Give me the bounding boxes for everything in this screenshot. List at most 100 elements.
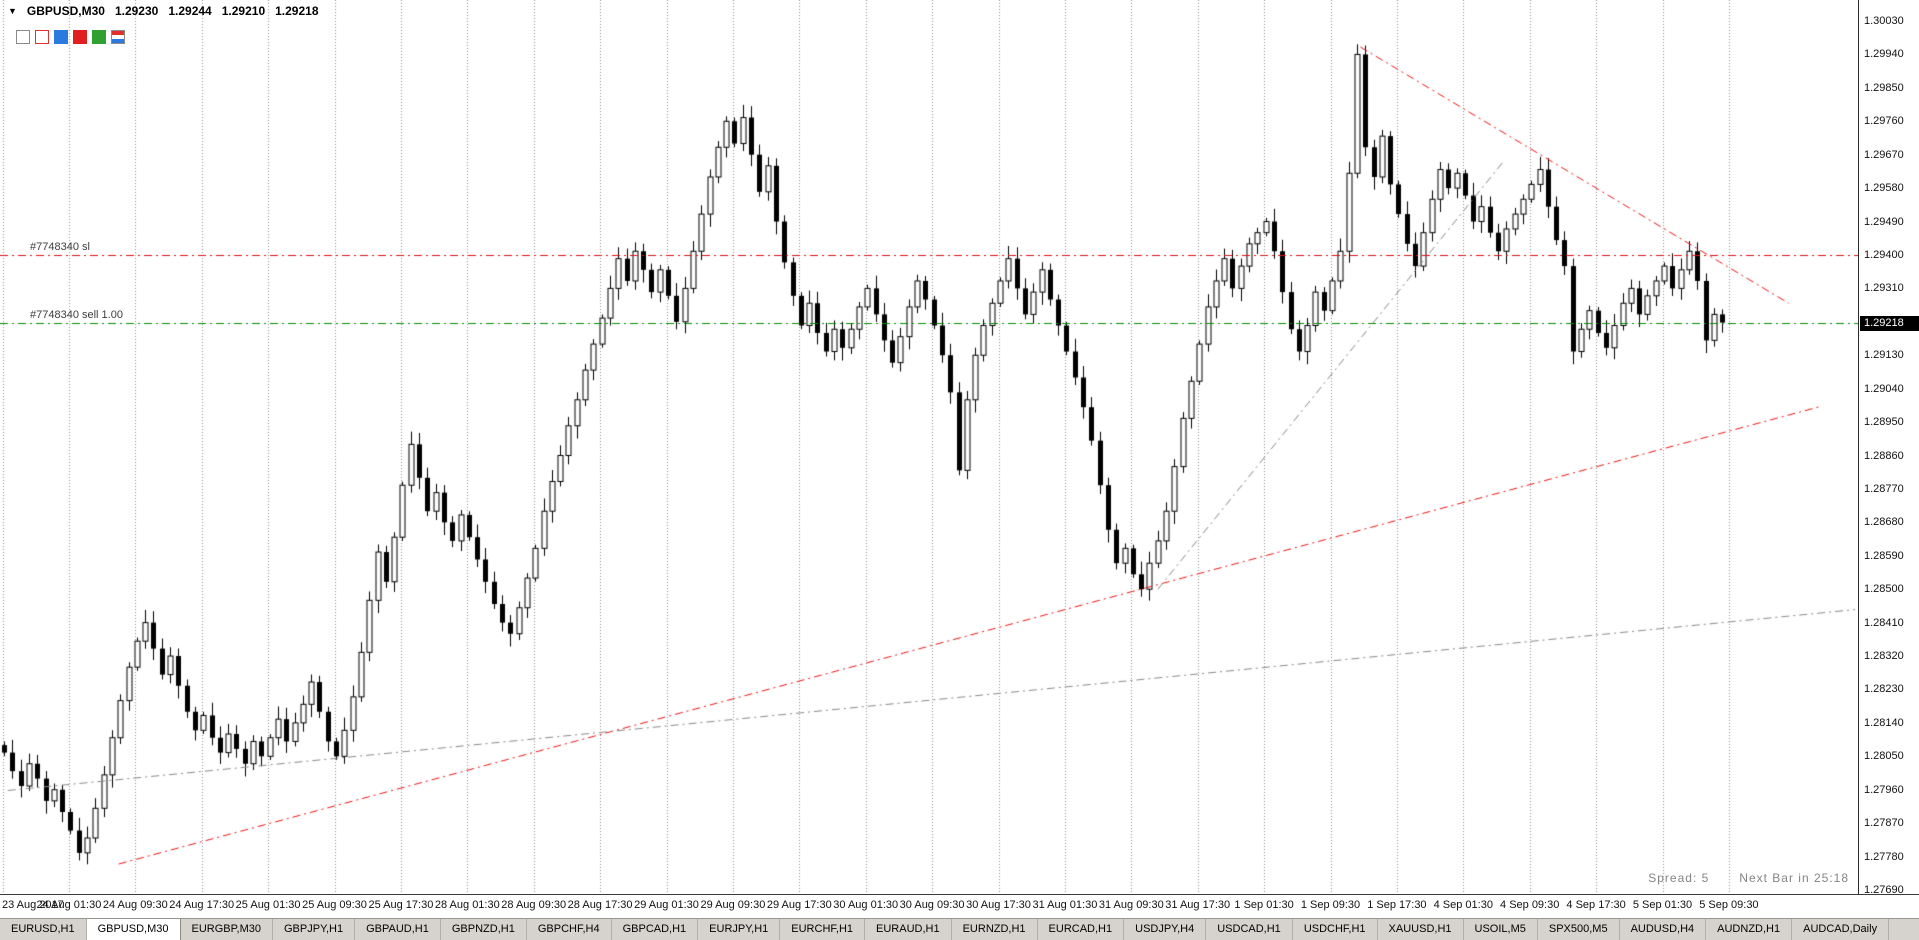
price-axis-label: 1.28860 [1864,449,1904,462]
time-axis-label: 5 Sep 01:30 [1632,899,1693,911]
swatch-white-icon[interactable] [16,30,30,44]
symbol-dropdown-icon[interactable]: ▼ [8,6,17,16]
time-axis-label: 28 Aug 09:30 [501,899,567,911]
price-axis-label: 1.30030 [1864,15,1904,27]
price-axis-label: 1.29670 [1864,148,1904,161]
time-axis-label: 31 Aug 17:30 [1165,899,1231,911]
swatch-red-icon[interactable] [73,30,87,44]
price-axis-label: 1.28590 [1864,549,1904,562]
price-axis-label: 1.29040 [1864,382,1904,395]
swatch-green-icon[interactable] [92,30,106,44]
time-axis-label: 31 Aug 09:30 [1098,899,1164,911]
price-axis-label: 1.27780 [1864,850,1904,863]
time-axis-label: 24 Aug 09:30 [102,899,168,911]
symbol-tab-gbpjpy-h1[interactable]: GBPJPY,H1 [273,919,356,940]
symbol-tab-spx500-m5[interactable]: SPX500,M5 [1537,919,1620,940]
price-axis-label: 1.29490 [1864,215,1904,228]
price-axis-label: 1.28410 [1864,616,1904,629]
price-axis-label: 1.28230 [1864,683,1904,696]
status-overlay: Spread: 5 Next Bar in 25:18 [1648,871,1849,885]
time-axis-label: 30 Aug 09:30 [899,899,965,911]
symbol-tab-gbpnzd-h1[interactable]: GBPNZD,H1 [440,919,527,940]
time-axis-label: 28 Aug 17:30 [567,899,633,911]
time-axis-label: 4 Sep 09:30 [1500,899,1560,911]
time-axis-label: 29 Aug 17:30 [766,899,832,911]
price-axis-label: 1.28320 [1864,650,1904,663]
chart-tab-bar: EURUSD,H1 GBPUSD,M30 EURGBP,M30 GBPJPY,H1 GB… [0,918,1919,940]
symbol-tab-gbpchf-h4[interactable]: GBPCHF,H4 [526,919,612,940]
price-axis-label: 1.28500 [1864,583,1904,596]
time-axis-label: 24 Aug 01:30 [36,899,102,911]
next-bar-countdown: Next Bar in 25:18 [1739,871,1849,885]
symbol-tab-eurchf-h1[interactable]: EURCHF,H1 [780,919,866,940]
symbol-tab-eurusd-h1[interactable]: EURUSD,H1 [0,919,87,940]
symbol-tab-gbpusd-m30[interactable]: GBPUSD,M30 [86,919,181,940]
symbol-tab-audnzd-h1[interactable]: AUDNZD,H1 [1706,919,1793,940]
price-axis-label: 1.29580 [1864,182,1904,195]
chart-symbol-label: GBPUSD,M30 [26,4,105,18]
time-axis-label: 30 Aug 17:30 [966,899,1031,911]
time-axis-label: 23 Aug 2017 [2,899,64,911]
symbol-tab-eurgbp-m30[interactable]: EURGBP,M30 [180,919,273,940]
time-axis-label: 25 Aug 09:30 [302,899,367,911]
symbol-tab-xauusd-h1[interactable]: XAUUSD,H1 [1377,919,1464,940]
quote-low-value: 1.29210 [221,4,266,18]
symbol-tab-usdjpy-h4[interactable]: USDJPY,H4 [1124,919,1207,940]
price-axis-label: 1.27960 [1864,783,1904,796]
time-axis-label: 5 Sep 09:30 [1699,899,1759,911]
time-axis-label: 25 Aug 17:30 [368,899,434,911]
price-axis-label: 1.29760 [1864,115,1904,128]
stop-loss-line-label: #7748340 sl [30,240,90,253]
time-axis-label: 29 Aug 01:30 [634,899,699,911]
sell-position-line-label: #7748340 sell 1.00 [30,308,123,321]
time-axis[interactable]: 23 Aug 2017 24 Aug 01:30 24 Aug 09:30 24 Au… [0,894,1919,919]
price-axis-label: 1.29130 [1864,349,1904,362]
symbol-tab-eurcad-h1[interactable]: EURCAD,H1 [1037,919,1125,940]
swatch-blue-icon[interactable] [54,30,68,44]
current-price-badge: 1.29218 [1860,315,1919,331]
quote-high-value: 1.29244 [168,4,212,18]
symbol-tab-eurjpy-h1[interactable]: EURJPY,H1 [698,919,781,940]
symbol-tab-usdcad-h1[interactable]: USDCAD,H1 [1206,919,1293,940]
price-axis-label: 1.29850 [1864,81,1904,94]
symbol-tab-audusd-h4[interactable]: AUDUSD,H4 [1619,919,1707,940]
time-axis-label: 31 Aug 01:30 [1032,899,1098,911]
price-axis-label: 1.28140 [1864,716,1904,729]
symbol-tab-usdchf-h1[interactable]: USDCHF,H1 [1292,919,1378,940]
symbol-tab-gbpcad-h1[interactable]: GBPCAD,H1 [611,919,699,940]
price-axis-label: 1.27870 [1864,817,1904,830]
price-axis-label: 1.28680 [1864,516,1904,529]
price-axis[interactable]: 1.29218 1.30030 1.29940 1.29850 1.29760 1.29… [1858,0,1919,896]
quote-open-value: 1.29230 [114,4,159,18]
price-axis-label: 1.27690 [1864,884,1904,896]
price-axis-label: 1.28050 [1864,750,1904,763]
symbol-tab-audcad-daily[interactable]: AUDCAD,Daily [1792,919,1890,940]
time-axis-label: 1 Sep 09:30 [1300,899,1361,911]
quote-close-value: 1.29218 [275,4,319,18]
symbol-tab-eurnzd-h1[interactable]: EURNZD,H1 [951,919,1038,940]
time-axis-label: 1 Sep 17:30 [1367,899,1427,911]
time-axis-label: 1 Sep 01:30 [1234,899,1294,911]
quote-bar: ▼ GBPUSD,M30 1.29230 1.29244 1.29210 1.2… [8,4,319,18]
swatch-striped-icon[interactable] [111,30,125,44]
time-axis-label: 29 Aug 09:30 [700,899,766,911]
object-color-toolbar [16,30,125,44]
time-axis-label: 28 Aug 01:30 [434,899,500,911]
time-axis-label: 24 Aug 17:30 [169,899,235,911]
price-axis-label: 1.29940 [1864,48,1904,61]
symbol-tab-gbpaud-h1[interactable]: GBPAUD,H1 [355,919,441,940]
price-axis-label: 1.29310 [1864,282,1904,295]
chart-canvas[interactable] [0,0,1858,894]
price-axis-label: 1.28950 [1864,416,1904,429]
symbol-tab-usoil-m5[interactable]: USOIL,M5 [1463,919,1538,940]
symbol-tab-euraud-h1[interactable]: EURAUD,H1 [865,919,952,940]
time-axis-label: 25 Aug 01:30 [235,899,301,911]
time-axis-label: 4 Sep 01:30 [1433,899,1493,911]
time-axis-label: 30 Aug 01:30 [833,899,899,911]
spread-value: Spread: 5 [1648,871,1710,885]
swatch-red-outline-icon[interactable] [35,30,49,44]
price-axis-label: 1.29400 [1864,248,1904,261]
price-axis-label: 1.28770 [1864,482,1904,495]
time-axis-label: 4 Sep 17:30 [1566,899,1626,911]
